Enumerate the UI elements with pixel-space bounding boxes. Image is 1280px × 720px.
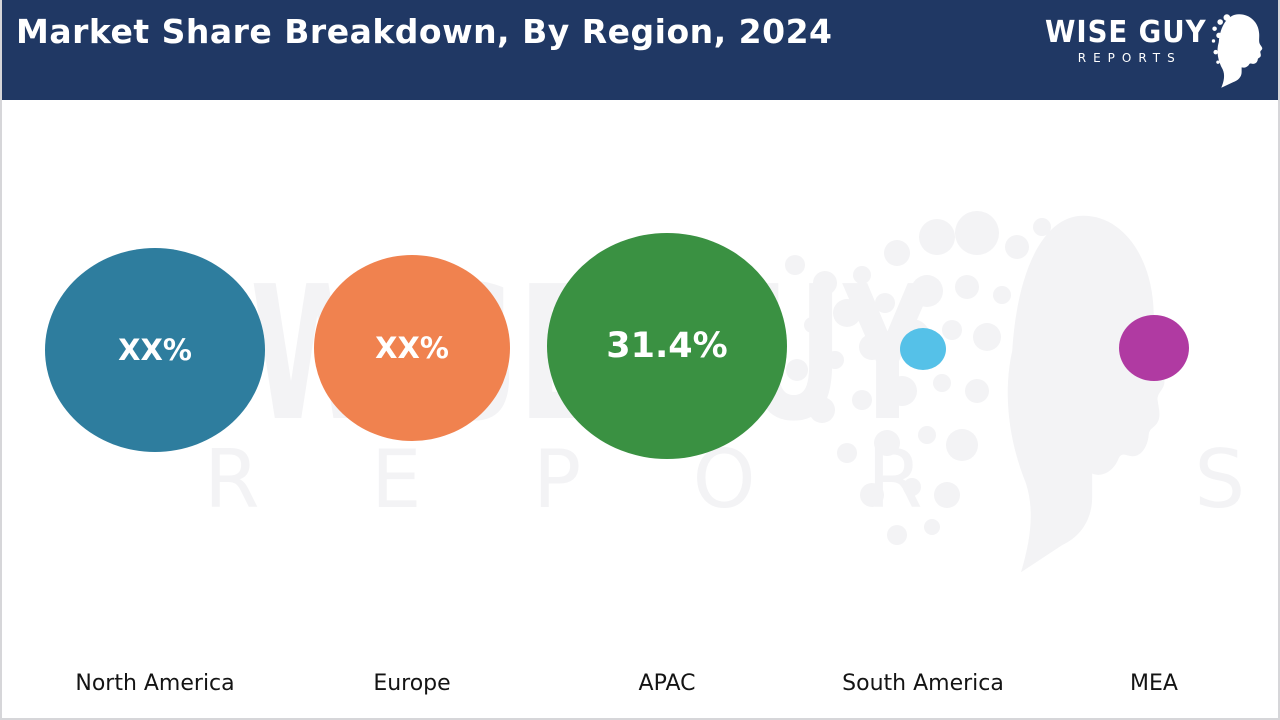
bubble-europe: XX% <box>314 255 510 441</box>
bubble-value-label: XX% <box>375 331 449 365</box>
category-label-europe: Europe <box>373 671 451 696</box>
category-label-north-america: North America <box>75 671 235 696</box>
bubble-south-america <box>900 328 946 370</box>
logo-subtitle: REPORTS <box>1077 51 1182 65</box>
bubble-north-america: XX% <box>45 248 265 452</box>
category-label-apac: APAC <box>638 671 696 696</box>
category-label-south-america: South America <box>842 671 1004 696</box>
brand-logo: WISE GUY REPORTS <box>1038 12 1266 90</box>
category-label-mea: MEA <box>1130 671 1178 696</box>
header: Market Share Breakdown, By Region, 2024 … <box>2 0 1278 100</box>
logo-face-icon <box>1211 14 1263 88</box>
bubble-apac: 31.4% <box>547 233 787 459</box>
watermark-face-icon <box>785 211 1165 573</box>
logo-wordmark: WISE GUY <box>1045 15 1207 50</box>
page-title: Market Share Breakdown, By Region, 2024 <box>16 12 833 51</box>
bubble-mea <box>1119 315 1189 381</box>
bubble-value-label: 31.4% <box>606 326 728 366</box>
bubble-value-label: XX% <box>118 333 192 367</box>
